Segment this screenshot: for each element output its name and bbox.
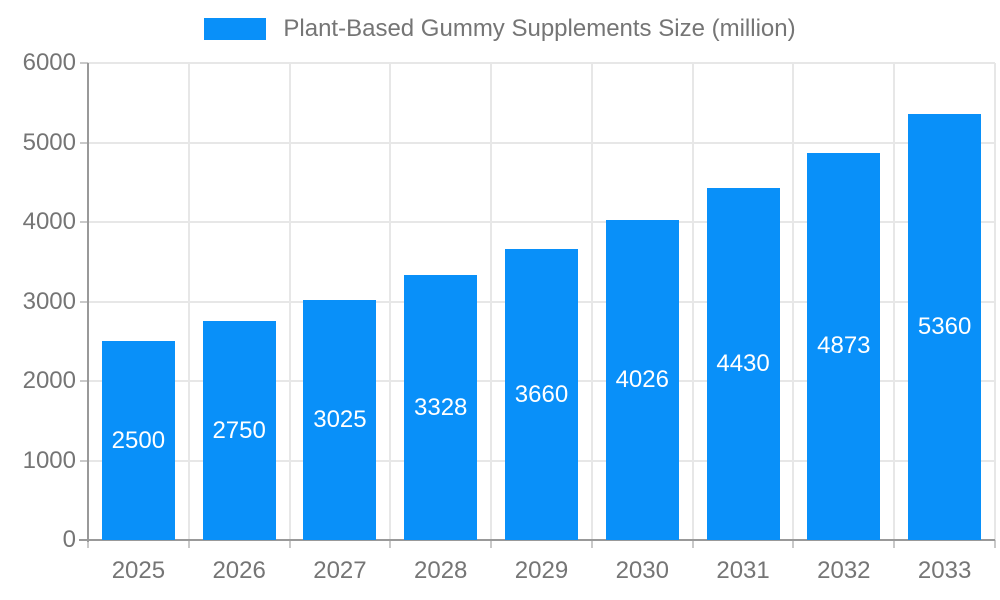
gridline-h [88, 62, 995, 64]
gridline-v [490, 63, 493, 540]
x-tick [288, 540, 291, 548]
bar-2033[interactable] [908, 113, 982, 540]
gridline-v [288, 63, 291, 540]
y-tick [80, 300, 88, 303]
x-axis-label: 2029 [514, 557, 569, 584]
legend-swatch-icon [204, 18, 267, 40]
x-axis-label: 2033 [917, 557, 972, 584]
y-axis-label: 2000 [22, 367, 76, 394]
bar-2027[interactable] [303, 299, 377, 540]
bar-2030[interactable] [605, 219, 679, 540]
bar-2028[interactable] [404, 275, 478, 540]
x-axis-label: 2027 [313, 557, 367, 584]
gridline-v [187, 63, 190, 540]
legend-item[interactable]: Plant-Based Gummy Supplements Size (mill… [204, 14, 796, 44]
x-tick [590, 540, 593, 548]
x-tick [187, 540, 190, 548]
gridline-v [994, 63, 996, 540]
x-axis-label: 2025 [111, 557, 166, 584]
gridline-v [389, 63, 392, 540]
bar-2026[interactable] [202, 321, 276, 540]
y-axis-label: 4000 [22, 208, 76, 235]
gridline-h [88, 221, 995, 223]
y-axis-line [87, 63, 89, 542]
x-axis-line [79, 539, 995, 541]
x-axis-label: 2032 [817, 557, 871, 584]
y-axis-label: 3000 [22, 287, 76, 315]
y-axis-label: 0 [62, 526, 76, 553]
x-tick [994, 540, 996, 548]
x-tick [389, 540, 392, 548]
gridline-v [792, 63, 795, 540]
y-axis-label: 5000 [22, 128, 76, 156]
x-tick [87, 540, 89, 548]
gridline-v [893, 63, 896, 540]
x-axis-label: 2026 [212, 557, 266, 584]
x-tick [691, 540, 694, 548]
y-tick [80, 221, 88, 223]
bar-2031[interactable] [706, 187, 780, 540]
x-tick [792, 540, 795, 548]
x-axis-label: 2028 [414, 557, 468, 584]
y-tick [80, 380, 88, 382]
gridline-v [691, 63, 694, 540]
bar-2032[interactable] [807, 152, 881, 540]
y-tick [80, 62, 88, 64]
gridline-h [88, 141, 995, 144]
y-tick [80, 459, 88, 462]
y-axis-label: 1000 [22, 446, 76, 474]
bar-2025[interactable] [101, 341, 175, 540]
legend: Plant-Based Gummy Supplements Size (mill… [0, 14, 1000, 44]
x-axis-label: 2030 [615, 557, 669, 584]
y-axis-label: 6000 [22, 49, 76, 76]
legend-label: Plant-Based Gummy Supplements Size (mill… [283, 15, 796, 42]
x-axis-label: 2031 [716, 557, 770, 584]
gridline-v [590, 63, 593, 540]
x-tick [893, 540, 896, 548]
x-tick [490, 540, 493, 548]
y-tick [80, 141, 88, 144]
bar-2029[interactable] [505, 249, 578, 540]
